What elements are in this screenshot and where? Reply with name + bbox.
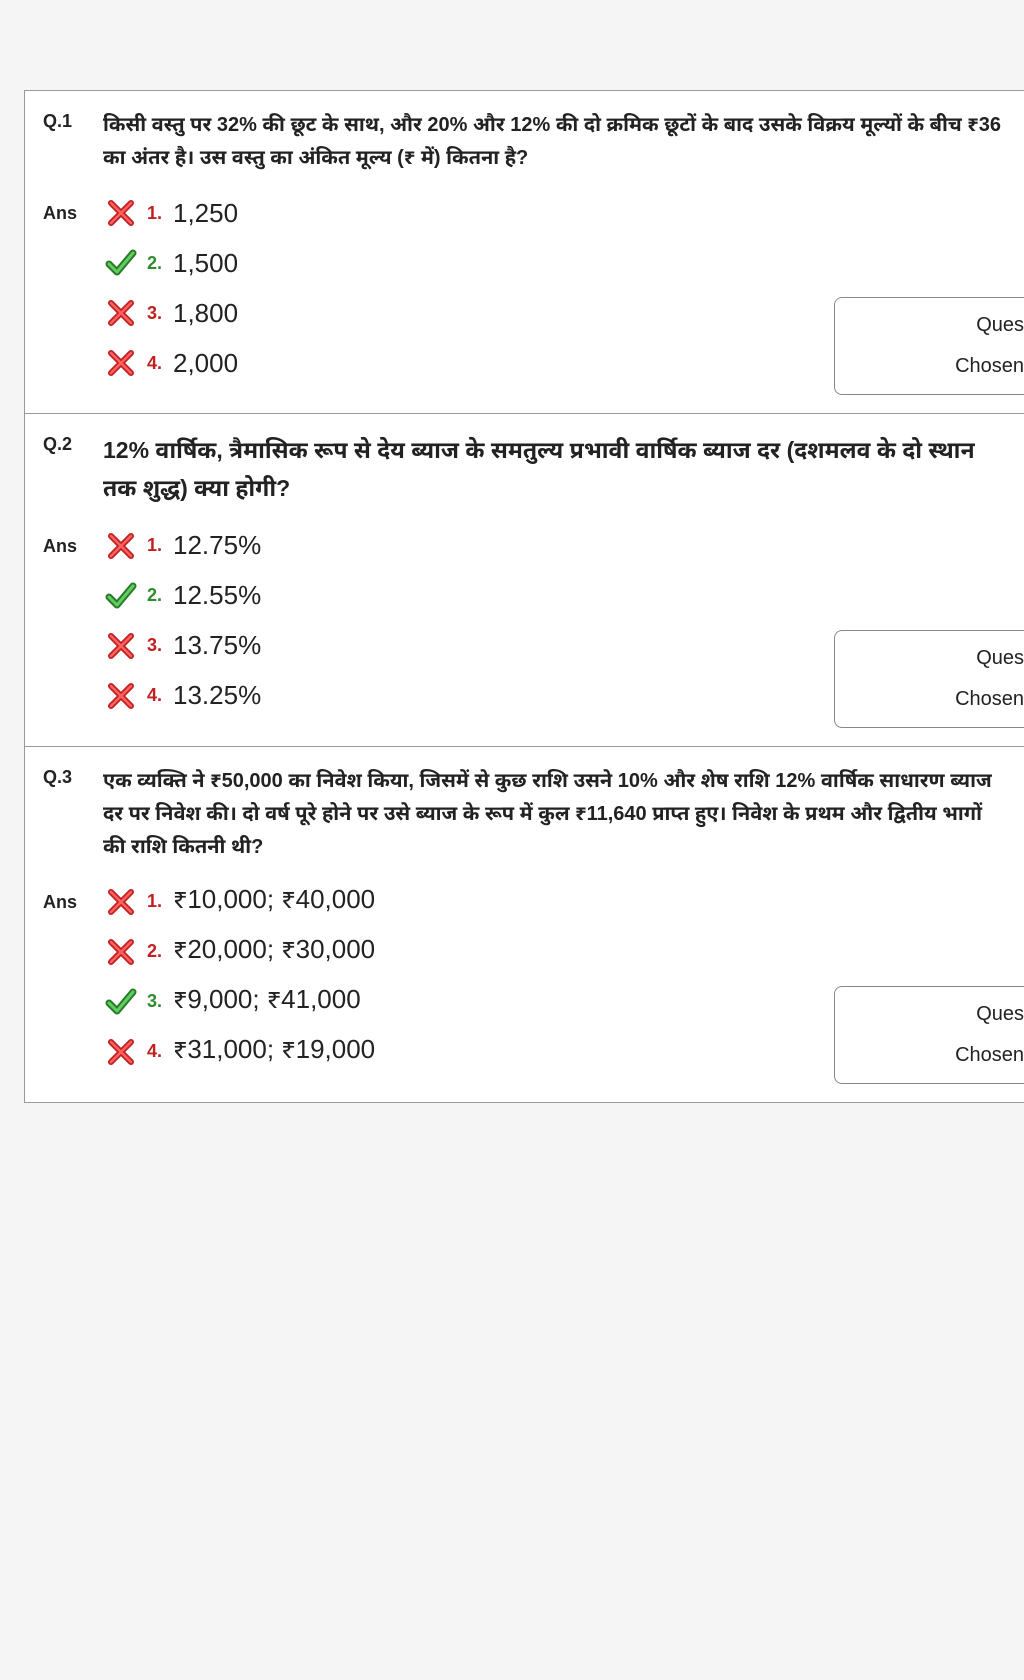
option-item: 4. 13.25% [103, 678, 261, 714]
option-text: 13.25% [173, 680, 261, 711]
cross-icon [103, 528, 139, 564]
question-text: किसी वस्तु पर 32% की छूट के साथ, और 20% … [103, 109, 1024, 175]
status-box: Ques Chosen [834, 630, 1024, 728]
status-chosen: Chosen [955, 355, 1024, 378]
cross-icon [103, 345, 139, 381]
status-question: Ques [955, 1003, 1024, 1026]
option-text: 1,800 [173, 298, 238, 329]
option-item: 1. ₹10,000; ₹40,000 [103, 884, 375, 920]
status-question: Ques [955, 647, 1024, 670]
option-number: 4. [147, 685, 167, 706]
question-block: Q.3 एक व्यक्ति ने ₹50,000 का निवेश किया,… [25, 747, 1024, 1102]
status-box: Ques Chosen [834, 297, 1024, 395]
option-text: 13.75% [173, 630, 261, 661]
question-label: Q.3 [43, 765, 103, 864]
option-text: ₹20,000; ₹30,000 [173, 934, 375, 969]
option-text: 12.55% [173, 580, 261, 611]
question-block: Q.2 12% वार्षिक, त्रैमासिक रूप से देय ब्… [25, 414, 1024, 747]
cross-icon [103, 195, 139, 231]
option-item: 3. 13.75% [103, 628, 261, 664]
answer-label: Ans [43, 884, 103, 1084]
options-list: 1. 12.75% 2. 12.55% 3. 13.75% [103, 528, 261, 728]
option-item: 1. 12.75% [103, 528, 261, 564]
cross-icon [103, 295, 139, 331]
option-text: 12.75% [173, 530, 261, 561]
option-item: 1. 1,250 [103, 195, 238, 231]
option-text: 1,500 [173, 248, 238, 279]
options-list: 1. ₹10,000; ₹40,000 2. ₹20,000; ₹30,000 … [103, 884, 375, 1084]
option-number: 1. [147, 203, 167, 224]
questions-container: Q.1 किसी वस्तु पर 32% की छूट के साथ, और … [24, 90, 1024, 1103]
option-number: 2. [147, 253, 167, 274]
option-item: 3. 1,800 [103, 295, 238, 331]
cross-icon [103, 934, 139, 970]
status-box: Ques Chosen [834, 986, 1024, 1084]
question-label: Q.1 [43, 109, 103, 175]
option-item: 4. 2,000 [103, 345, 238, 381]
options-list: 1. 1,250 2. 1,500 3. 1,800 [103, 195, 238, 395]
option-text: 2,000 [173, 348, 238, 379]
question-text: 12% वार्षिक, त्रैमासिक रूप से देय ब्याज … [103, 432, 1024, 508]
option-item: 2. ₹20,000; ₹30,000 [103, 934, 375, 970]
option-text: ₹10,000; ₹40,000 [173, 884, 375, 919]
option-text: ₹9,000; ₹41,000 [173, 984, 361, 1019]
cross-icon [103, 884, 139, 920]
option-number: 3. [147, 635, 167, 656]
check-icon [103, 984, 139, 1020]
status-chosen: Chosen [955, 688, 1024, 711]
option-item: 4. ₹31,000; ₹19,000 [103, 1034, 375, 1070]
check-icon [103, 578, 139, 614]
option-item: 3. ₹9,000; ₹41,000 [103, 984, 375, 1020]
question-label: Q.2 [43, 432, 103, 508]
option-text: 1,250 [173, 198, 238, 229]
option-number: 4. [147, 353, 167, 374]
check-icon [103, 245, 139, 281]
question-text: एक व्यक्ति ने ₹50,000 का निवेश किया, जिस… [103, 765, 1024, 864]
option-number: 4. [147, 1041, 167, 1062]
option-text: ₹31,000; ₹19,000 [173, 1034, 375, 1069]
cross-icon [103, 1034, 139, 1070]
status-chosen: Chosen [955, 1044, 1024, 1067]
cross-icon [103, 678, 139, 714]
answer-label: Ans [43, 195, 103, 395]
option-number: 3. [147, 303, 167, 324]
option-number: 1. [147, 535, 167, 556]
option-item: 2. 1,500 [103, 245, 238, 281]
option-number: 1. [147, 891, 167, 912]
option-number: 3. [147, 991, 167, 1012]
answer-label: Ans [43, 528, 103, 728]
question-block: Q.1 किसी वस्तु पर 32% की छूट के साथ, और … [25, 91, 1024, 414]
option-number: 2. [147, 941, 167, 962]
option-number: 2. [147, 585, 167, 606]
option-item: 2. 12.55% [103, 578, 261, 614]
cross-icon [103, 628, 139, 664]
status-question: Ques [955, 314, 1024, 337]
